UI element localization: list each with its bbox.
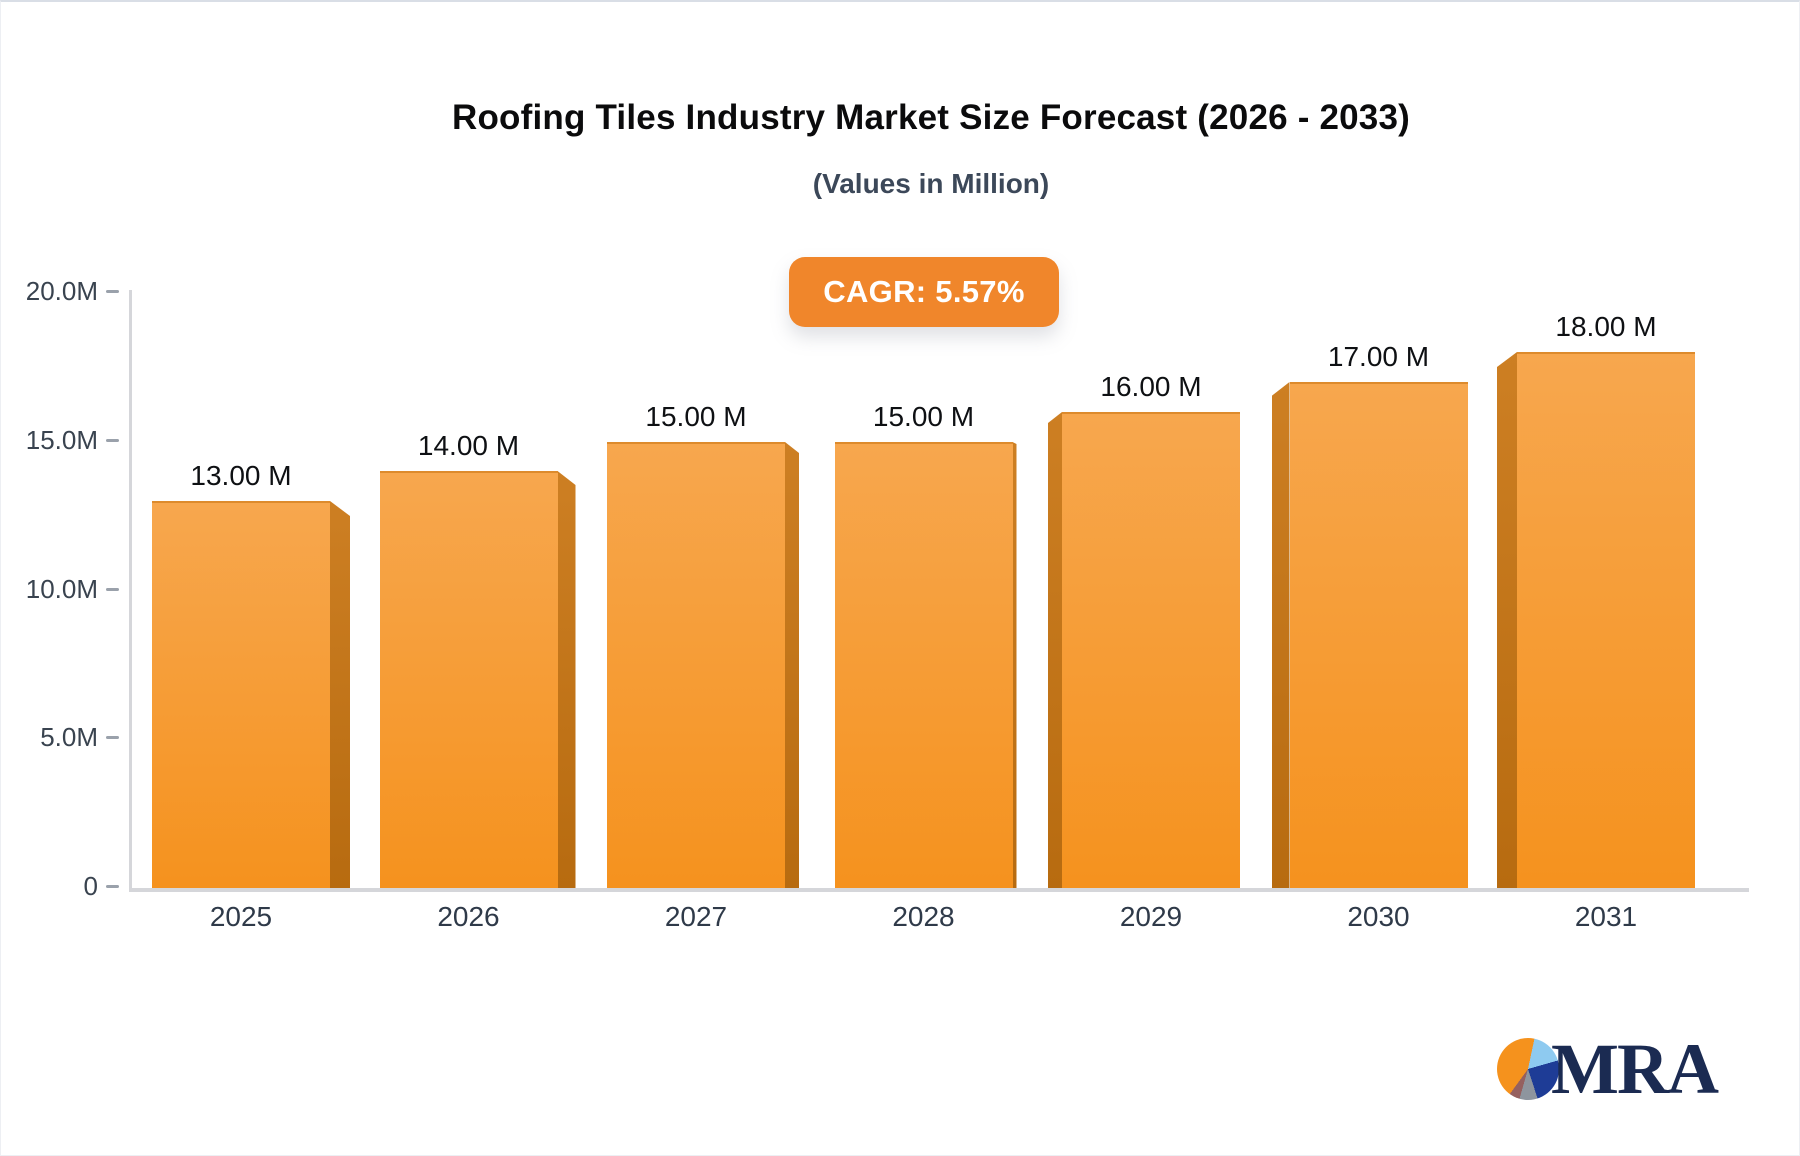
bar-side-face bbox=[1012, 442, 1017, 888]
y-tick-mark bbox=[106, 438, 119, 442]
y-tick-mark bbox=[106, 290, 119, 293]
y-tick-label: 0 bbox=[83, 871, 98, 901]
bar-front-face bbox=[379, 471, 558, 888]
bar-front-face bbox=[1062, 412, 1240, 888]
chart-title: Roofing Tiles Industry Market Size Forec… bbox=[451, 98, 1410, 137]
y-tick-label: 15.0M bbox=[25, 424, 98, 455]
x-tick-label: 2027 bbox=[664, 901, 728, 932]
x-axis-line bbox=[129, 888, 1749, 892]
y-tick-mark bbox=[106, 587, 119, 591]
x-tick-label: 2029 bbox=[1119, 901, 1183, 932]
y-tick-mark bbox=[106, 885, 119, 888]
x-tick-label: 2028 bbox=[892, 901, 955, 932]
y-tick-label: 5.0M bbox=[40, 722, 98, 753]
y-tick-mark bbox=[106, 736, 119, 740]
bar-value-label: 15.00 M bbox=[645, 401, 747, 432]
bar-side-face bbox=[1271, 382, 1290, 888]
bar-2028[interactable] bbox=[834, 442, 1017, 888]
bar-side-face bbox=[557, 471, 576, 888]
bar-2031[interactable] bbox=[1497, 352, 1695, 888]
x-tick-label: 2030 bbox=[1347, 901, 1410, 932]
brand-logo-text: MRA bbox=[1551, 1029, 1719, 1109]
bar-value-label: 17.00 M bbox=[1327, 341, 1430, 372]
bar-value-label: 15.00 M bbox=[872, 401, 975, 432]
bar-2026[interactable] bbox=[379, 471, 576, 888]
y-tick-label: 10.0M bbox=[25, 573, 98, 604]
cagr-badge: CAGR: 5.57% bbox=[789, 257, 1059, 327]
bar-side-face bbox=[330, 501, 350, 888]
bar-side-face bbox=[1048, 412, 1062, 888]
bar-front-face bbox=[834, 442, 1013, 888]
bar-value-label: 13.00 M bbox=[190, 460, 292, 491]
x-tick-label: 2026 bbox=[437, 901, 500, 932]
bar-side-face bbox=[1497, 352, 1517, 888]
bar-2029[interactable] bbox=[1048, 412, 1240, 888]
bar-front-face bbox=[1289, 382, 1468, 888]
bar-side-face bbox=[785, 442, 799, 888]
cagr-badge-label: CAGR: 5.57% bbox=[823, 274, 1025, 309]
x-tick-label: 2025 bbox=[209, 901, 273, 932]
y-tick-label: 20.0M bbox=[25, 276, 98, 306]
bar-front-face bbox=[152, 501, 330, 888]
chart-subtitle: (Values in Million) bbox=[812, 168, 1050, 199]
bar-2027[interactable] bbox=[607, 442, 799, 888]
bar-front-face bbox=[1517, 352, 1695, 888]
y-axis-line bbox=[129, 290, 132, 890]
bar-2025[interactable] bbox=[152, 501, 350, 888]
bar-value-label: 14.00 M bbox=[417, 430, 520, 461]
bar-value-label: 16.00 M bbox=[1100, 371, 1202, 402]
bar-front-face bbox=[607, 442, 785, 888]
brand-logo: MRA bbox=[1497, 1029, 1719, 1109]
x-tick-label: 2031 bbox=[1574, 901, 1638, 932]
bar-value-label: 18.00 M bbox=[1555, 311, 1657, 342]
bar-2030[interactable] bbox=[1271, 382, 1468, 888]
pie-chart-icon bbox=[1497, 1038, 1559, 1100]
